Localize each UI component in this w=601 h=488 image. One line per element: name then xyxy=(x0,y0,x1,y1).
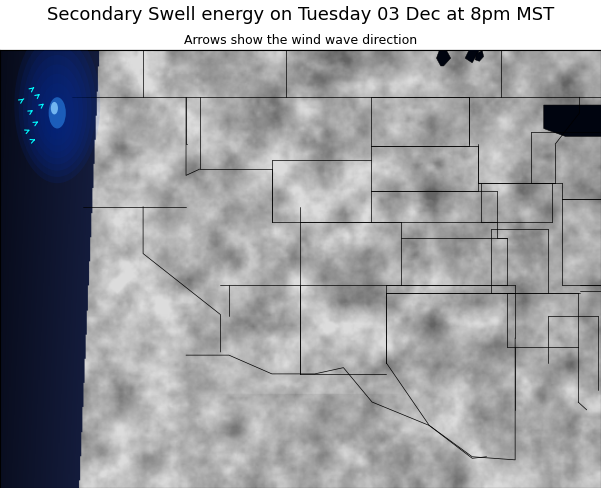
Ellipse shape xyxy=(49,98,66,129)
Text: Secondary Swell energy on Tuesday 03 Dec at 8pm MST: Secondary Swell energy on Tuesday 03 Dec… xyxy=(47,6,554,24)
Polygon shape xyxy=(422,36,436,43)
Ellipse shape xyxy=(51,102,58,115)
Ellipse shape xyxy=(23,46,91,171)
Ellipse shape xyxy=(14,28,100,184)
Polygon shape xyxy=(475,51,484,62)
Polygon shape xyxy=(544,106,601,137)
Ellipse shape xyxy=(19,37,96,178)
Polygon shape xyxy=(465,23,493,64)
Polygon shape xyxy=(436,51,451,67)
Text: Arrows show the wind wave direction: Arrows show the wind wave direction xyxy=(184,34,417,46)
Ellipse shape xyxy=(27,56,87,165)
